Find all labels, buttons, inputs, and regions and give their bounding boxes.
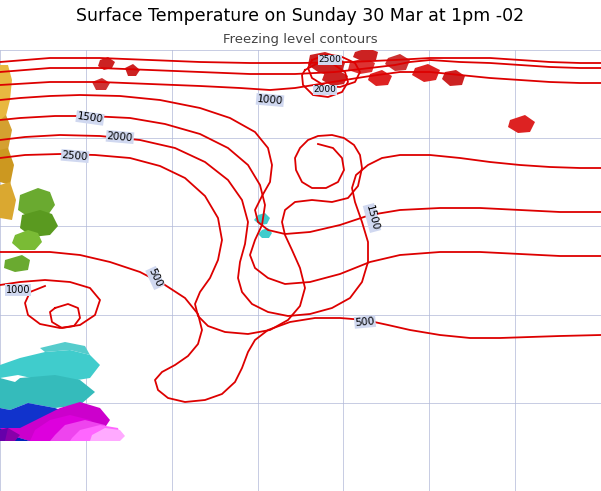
Text: Freezing level contours: Freezing level contours	[223, 32, 378, 46]
Polygon shape	[0, 428, 20, 441]
Text: Surface Temperature on Sunday 30 Mar at 1pm -02: Surface Temperature on Sunday 30 Mar at …	[76, 7, 525, 25]
Text: 1500: 1500	[364, 204, 380, 232]
Text: 2000: 2000	[314, 85, 337, 94]
Text: 500: 500	[355, 316, 375, 328]
Polygon shape	[98, 57, 115, 70]
Polygon shape	[125, 64, 140, 76]
Text: 2500: 2500	[61, 150, 88, 162]
Polygon shape	[0, 403, 80, 441]
Polygon shape	[508, 115, 535, 133]
Polygon shape	[258, 228, 272, 238]
Polygon shape	[10, 375, 95, 408]
Polygon shape	[4, 255, 30, 272]
Polygon shape	[70, 425, 120, 441]
Polygon shape	[254, 213, 270, 225]
Polygon shape	[0, 65, 12, 120]
Polygon shape	[348, 58, 375, 74]
Polygon shape	[308, 52, 345, 76]
Polygon shape	[0, 350, 100, 382]
Polygon shape	[40, 342, 90, 355]
Polygon shape	[353, 48, 378, 62]
Polygon shape	[385, 54, 410, 71]
Polygon shape	[0, 378, 28, 410]
Polygon shape	[0, 182, 16, 220]
Polygon shape	[90, 428, 125, 441]
Polygon shape	[0, 435, 120, 441]
Polygon shape	[412, 64, 440, 82]
Text: 1500: 1500	[76, 111, 104, 125]
Polygon shape	[50, 420, 110, 441]
Polygon shape	[0, 428, 8, 441]
Polygon shape	[20, 210, 58, 237]
Polygon shape	[18, 188, 55, 218]
Polygon shape	[12, 230, 42, 250]
Polygon shape	[0, 148, 14, 185]
Polygon shape	[0, 428, 30, 441]
Polygon shape	[442, 70, 465, 86]
Text: 500: 500	[146, 267, 163, 289]
Text: 1000: 1000	[6, 285, 30, 295]
Polygon shape	[30, 415, 100, 441]
Text: 2000: 2000	[106, 131, 133, 143]
Polygon shape	[322, 70, 348, 86]
Text: 2500: 2500	[319, 55, 341, 64]
Polygon shape	[0, 115, 12, 150]
Polygon shape	[92, 78, 110, 90]
Polygon shape	[368, 70, 392, 86]
Polygon shape	[0, 402, 110, 441]
Text: 1000: 1000	[257, 94, 284, 106]
